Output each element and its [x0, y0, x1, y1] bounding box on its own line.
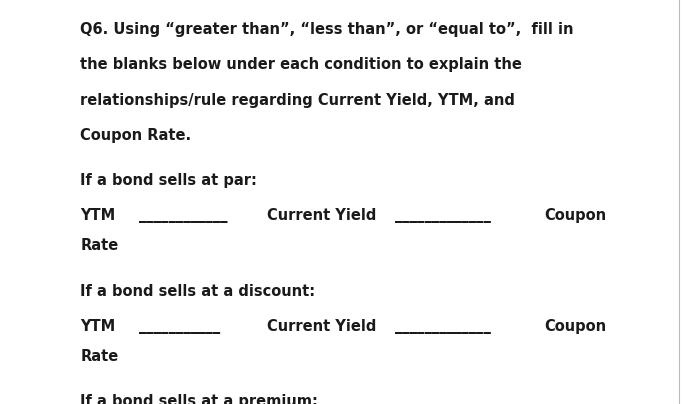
Text: Current Yield: Current Yield [267, 208, 377, 223]
Text: _____________: _____________ [395, 319, 491, 334]
Text: Q6. Using “greater than”, “less than”, or “equal to”,  fill in: Q6. Using “greater than”, “less than”, o… [80, 22, 574, 37]
Text: Rate: Rate [80, 238, 119, 253]
Text: If a bond sells at a premium:: If a bond sells at a premium: [80, 394, 318, 404]
Text: _____________: _____________ [395, 208, 491, 223]
Text: ____________: ____________ [139, 208, 227, 223]
Text: ___________: ___________ [139, 319, 220, 334]
Text: If a bond sells at a discount:: If a bond sells at a discount: [80, 284, 316, 299]
Text: If a bond sells at par:: If a bond sells at par: [80, 173, 258, 188]
Text: Rate: Rate [80, 349, 119, 364]
Text: Coupon: Coupon [545, 208, 607, 223]
Text: Current Yield: Current Yield [267, 319, 377, 334]
Text: YTM: YTM [80, 319, 116, 334]
Text: YTM: YTM [80, 208, 116, 223]
Text: relationships/rule regarding Current Yield, YTM, and: relationships/rule regarding Current Yie… [80, 93, 515, 107]
Text: Coupon: Coupon [545, 319, 607, 334]
Text: Coupon Rate.: Coupon Rate. [80, 128, 192, 143]
Text: the blanks below under each condition to explain the: the blanks below under each condition to… [80, 57, 522, 72]
